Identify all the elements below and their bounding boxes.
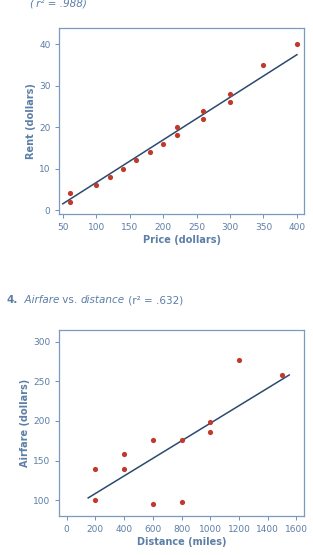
Point (179, 436, 184, 445)
X-axis label: Distance (miles): Distance (miles) (137, 537, 226, 547)
Y-axis label: Airfare (dollars): Airfare (dollars) (20, 379, 30, 467)
Point (280, 371, 285, 380)
Point (147, 148, 152, 157)
Point (228, 98, 233, 107)
Point (174, 123, 179, 132)
Point (201, 106, 206, 115)
Point (67, 189, 72, 198)
Text: (r² = .632): (r² = .632) (125, 295, 183, 305)
Point (201, 114, 206, 123)
X-axis label: Price (dollars): Price (dollars) (142, 235, 221, 245)
Point (121, 464, 126, 473)
Point (121, 164, 126, 173)
Point (94, 181, 99, 190)
Point (121, 450, 126, 459)
Point (93, 496, 98, 504)
Point (150, 436, 155, 445)
Point (107, 173, 112, 181)
Y-axis label: Rent (dollars): Rent (dollars) (26, 83, 36, 159)
Text: Airfare: Airfare (18, 295, 59, 305)
Point (208, 417, 213, 426)
Text: distance: distance (80, 295, 125, 305)
Point (134, 156, 139, 165)
Point (150, 500, 155, 509)
Point (179, 497, 184, 506)
Point (228, 89, 233, 98)
Point (208, 427, 213, 436)
Point (67, 197, 72, 206)
Point (261, 60, 266, 69)
Text: ( r² = .988): ( r² = .988) (30, 0, 87, 8)
Text: 4.: 4. (6, 295, 18, 305)
Point (161, 139, 166, 148)
Text: vs.: vs. (59, 295, 80, 305)
Point (174, 131, 179, 140)
Point (237, 355, 242, 364)
Point (93, 464, 98, 473)
Point (295, 40, 300, 49)
